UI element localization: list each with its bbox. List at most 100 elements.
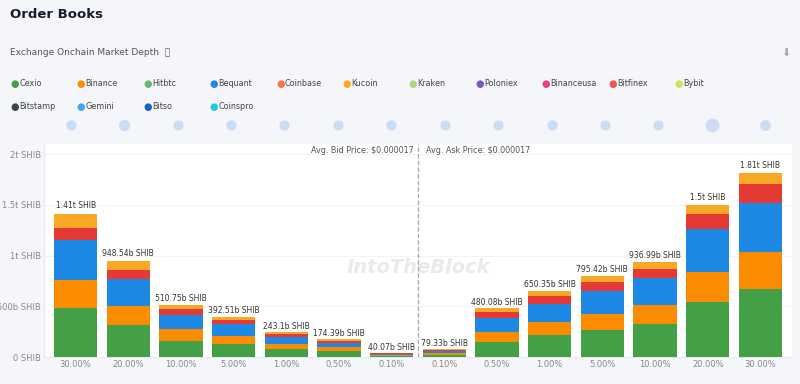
Text: 392.51b SHIB: 392.51b SHIB [208, 306, 259, 315]
Text: IntoTheBlock: IntoTheBlock [346, 258, 490, 277]
Text: Bitstamp: Bitstamp [19, 102, 55, 111]
Bar [475, 308, 518, 312]
Bar [212, 336, 255, 344]
Bar [370, 354, 414, 355]
Bar [370, 355, 414, 356]
Bar [528, 296, 571, 304]
Bar [528, 291, 571, 296]
Bar [581, 313, 624, 330]
Bar [54, 228, 98, 240]
Point [64, 122, 77, 129]
Bar [212, 321, 255, 324]
Text: ●: ● [276, 79, 285, 89]
Text: 948.54b SHIB: 948.54b SHIB [102, 249, 154, 258]
Point [225, 122, 238, 129]
Bar [318, 339, 361, 341]
Bar [212, 344, 255, 357]
Text: ●: ● [10, 79, 19, 89]
Bar [581, 291, 624, 313]
Bar [54, 214, 98, 228]
Bar [265, 334, 308, 337]
Text: Kraken: Kraken [418, 79, 446, 88]
Bar [686, 272, 730, 302]
Bar [318, 351, 361, 357]
Bar [370, 353, 414, 354]
Text: Kucoin: Kucoin [351, 79, 378, 88]
Bar [686, 214, 730, 229]
Text: Order Books: Order Books [10, 8, 103, 22]
Point [706, 122, 718, 129]
Bar [54, 280, 98, 308]
Text: Binanceusa: Binanceusa [550, 79, 597, 88]
Bar [318, 341, 361, 343]
Text: 1.41t SHIB: 1.41t SHIB [55, 202, 96, 210]
Text: ●: ● [342, 79, 351, 89]
Bar [738, 184, 782, 203]
Text: ●: ● [475, 79, 484, 89]
Bar [581, 282, 624, 291]
Bar [422, 355, 466, 357]
Bar [738, 289, 782, 357]
Bar [265, 337, 308, 344]
Bar [265, 333, 308, 334]
Bar [634, 305, 677, 324]
Text: 174.39b SHIB: 174.39b SHIB [313, 329, 365, 338]
Text: Poloniex: Poloniex [484, 79, 518, 88]
Bar [634, 262, 677, 269]
Text: Avg. Ask Price: $0.000017: Avg. Ask Price: $0.000017 [426, 146, 530, 155]
Text: ●: ● [409, 79, 418, 89]
Bar [106, 325, 150, 357]
Bar [581, 276, 624, 282]
Bar [106, 279, 150, 306]
Text: 650.35b SHIB: 650.35b SHIB [524, 280, 576, 289]
Bar [422, 351, 466, 353]
Bar [422, 349, 466, 350]
Text: Hitbtc: Hitbtc [152, 79, 176, 88]
Text: Cexio: Cexio [19, 79, 42, 88]
Point [598, 122, 611, 129]
Bar [738, 174, 782, 184]
Text: Bybit: Bybit [683, 79, 704, 88]
Point [492, 122, 505, 129]
Bar [106, 261, 150, 270]
Bar [686, 229, 730, 272]
Text: ●: ● [10, 102, 19, 112]
Text: ●: ● [542, 79, 550, 89]
Text: 79.33b SHIB: 79.33b SHIB [421, 339, 468, 348]
Text: Bitso: Bitso [152, 102, 172, 111]
Text: 40.07b SHIB: 40.07b SHIB [368, 343, 415, 352]
Bar [634, 324, 677, 357]
Text: ⬇: ⬇ [781, 48, 790, 58]
Bar [528, 335, 571, 357]
Bar [212, 324, 255, 336]
Text: ●: ● [210, 102, 218, 112]
Text: 1.81t SHIB: 1.81t SHIB [740, 161, 780, 170]
Text: 480.08b SHIB: 480.08b SHIB [471, 298, 523, 306]
Bar [475, 332, 518, 341]
Text: Coinspro: Coinspro [218, 102, 254, 111]
Bar [422, 353, 466, 355]
Bar [528, 322, 571, 335]
Point [545, 122, 558, 129]
Text: Coinbase: Coinbase [285, 79, 322, 88]
Text: ●: ● [143, 79, 152, 89]
Bar [686, 205, 730, 214]
Bar [159, 329, 202, 341]
Text: Exchange Onchain Market Depth  ⓘ: Exchange Onchain Market Depth ⓘ [10, 48, 170, 57]
Point [652, 122, 665, 129]
Bar [159, 310, 202, 314]
Text: Gemini: Gemini [86, 102, 114, 111]
Text: 510.75b SHIB: 510.75b SHIB [155, 294, 207, 303]
Bar [159, 314, 202, 329]
Text: Binance: Binance [86, 79, 118, 88]
Text: Bequant: Bequant [218, 79, 252, 88]
Bar [106, 270, 150, 279]
Text: ●: ● [210, 79, 218, 89]
Bar [581, 330, 624, 357]
Point [171, 122, 184, 129]
Text: 243.1b SHIB: 243.1b SHIB [263, 322, 310, 331]
Point [438, 122, 451, 129]
Bar [686, 302, 730, 357]
Bar [318, 343, 361, 348]
Point [118, 122, 130, 129]
